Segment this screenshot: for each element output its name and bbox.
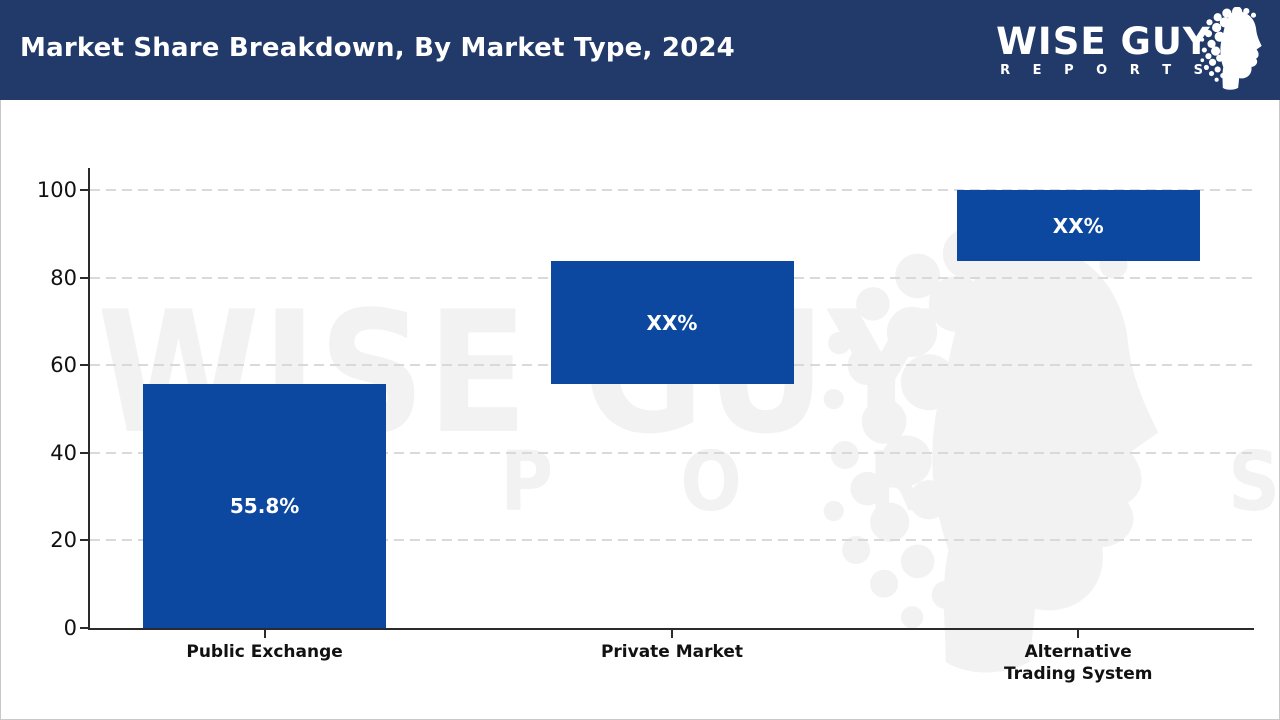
header: Market Share Breakdown, By Market Type, … [0,0,1280,100]
bar-value-label: XX% [646,310,698,335]
bar-segment-2: XX% [550,261,794,384]
x-tick-mark [1077,630,1080,638]
y-tick-label-60: 60 [50,353,77,378]
chart-panel: WISE GUY R E P O R T S 55.8% XX% XX% 0 20 40… [0,100,1280,720]
gridline-y-100 [90,189,1254,191]
x-tick-mark [263,630,266,638]
bar-value-label: XX% [1052,213,1104,238]
y-tick-label-40: 40 [50,440,77,465]
bar-segment-1: 55.8% [143,383,387,628]
y-tick-label-100: 100 [36,178,77,202]
brand-subtitle: R E P O R T S [1000,62,1212,78]
y-tick-label-20: 20 [50,528,77,553]
bar-value-label: 55.8% [229,493,300,518]
y-tick-mark [80,364,88,367]
y-tick-label-80: 80 [50,265,77,290]
x-category-label-3: Alternative Trading System [1003,642,1153,684]
x-category-label-1: Public Exchange [186,642,343,662]
brand-logo: WISE GUY R E P O R T S [996,7,1266,93]
y-tick-mark [80,627,88,629]
dotted-head-profile-icon [1200,7,1262,90]
y-tick-label-0: 0 [63,616,77,640]
y-tick-mark [80,189,88,191]
brand-text: WISE GUY R E P O R T S [996,23,1212,78]
x-category-label-2: Private Market [600,642,744,662]
page-title: Market Share Breakdown, By Market Type, … [20,33,735,63]
brand-name: WISE GUY [996,19,1211,63]
y-tick-mark [80,276,88,279]
gridline-y-20 [90,539,1254,542]
bar-segment-3: XX% [956,190,1200,261]
gridline-y-40 [90,451,1254,454]
y-tick-mark [80,539,88,542]
plot-area: 55.8% XX% XX% [88,168,1254,630]
x-tick-mark [671,630,673,638]
y-tick-mark [80,451,88,454]
